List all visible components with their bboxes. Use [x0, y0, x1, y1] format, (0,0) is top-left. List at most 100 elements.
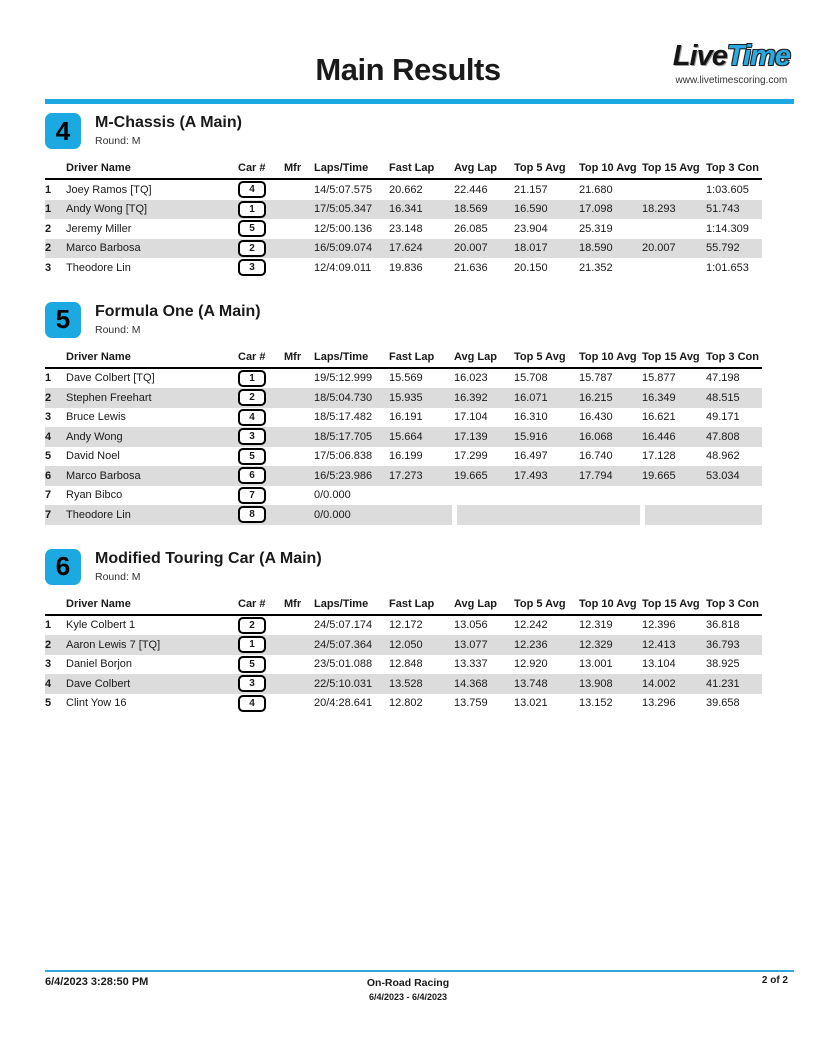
position-cell: 4: [45, 430, 52, 443]
section-number-badge: 4: [45, 113, 81, 149]
position-cell: 7: [45, 489, 52, 502]
car-number-chip: 4: [238, 694, 266, 712]
avg-lap-cell: 19.665: [454, 469, 488, 482]
livetime-logo-text: LiveTime: [673, 42, 791, 71]
driver-name-cell: Bruce Lewis: [66, 411, 126, 424]
column-header: Laps/Time: [314, 162, 389, 180]
column-header: Laps/Time: [314, 597, 389, 616]
position-cell: 7: [45, 508, 52, 521]
car-number-cell: 1: [238, 200, 284, 220]
table-header-row: Driver Name Car # Mfr Laps/Time Fast Lap Avg …: [45, 597, 762, 616]
section-titles: Modified Touring Car (A Main) Round: M: [95, 549, 322, 585]
mfr-cell: [284, 258, 314, 278]
car-number-chip: 3: [238, 259, 266, 277]
top15-avg-cell: 16.621: [642, 411, 676, 424]
car-number-cell: 4: [238, 179, 284, 200]
car-number-cell: 2: [238, 239, 284, 259]
fast-lap-cell: 12.802: [389, 697, 423, 710]
avg-lap-cell: [451, 505, 514, 525]
driver-name-cell: Jeremy Miller: [66, 222, 132, 235]
table-row: 4 Dave Colbert 3 22/5:10.031 13.528 14.368 13.…: [45, 674, 762, 694]
car-number-cell: 2: [238, 615, 284, 636]
mfr-cell: [284, 635, 314, 655]
column-header-position: [45, 162, 66, 180]
car-number-cell: 1: [238, 635, 284, 655]
top3-con-cell: 1:01.653: [706, 261, 749, 274]
car-number-chip: 1: [238, 369, 266, 387]
top3-con-cell: 55.792: [706, 242, 740, 255]
driver-name-cell: Ryan Bibco: [66, 489, 123, 502]
laps-time-cell: 24/5:07.174: [314, 619, 373, 632]
top10-avg-cell: 12.319: [579, 619, 613, 632]
avg-lap-cell: 14.368: [454, 677, 488, 690]
position-cell: 3: [45, 261, 52, 274]
fast-lap-cell: 19.836: [389, 261, 423, 274]
section-round: Round: M: [95, 323, 141, 336]
column-header: Car #: [238, 597, 284, 616]
fast-lap-cell: 12.848: [389, 658, 423, 671]
table-row: 5 David Noel 5 17/5:06.838 16.199 17.299 16.49…: [45, 447, 762, 467]
car-number-chip: 4: [238, 181, 266, 199]
table-row: 5 Clint Yow 16 4 20/4:28.641 12.802 13.759 13.…: [45, 694, 762, 714]
section-title: M-Chassis (A Main): [95, 114, 242, 131]
avg-lap-cell: 16.023: [454, 372, 488, 385]
column-header: Top 15 Avg: [642, 350, 706, 369]
laps-time-cell: 17/5:06.838: [314, 450, 373, 463]
column-header: Top 3 Con: [706, 350, 762, 369]
top15-avg-cell: 13.104: [642, 658, 676, 671]
top3-con-cell: 48.515: [706, 391, 740, 404]
top10-avg-cell: 18.590: [579, 242, 613, 255]
table-row: 1 Andy Wong [TQ] 1 17/5:05.347 16.341 18.569 1…: [45, 199, 762, 220]
driver-name-cell: Stephen Freehart: [66, 391, 152, 404]
results-table: Driver Name Car # Mfr Laps/Time Fast Lap Avg …: [45, 597, 762, 714]
top3-con-cell: [706, 505, 762, 525]
section-header: 4 M-Chassis (A Main) Round: M: [45, 113, 762, 149]
fast-lap-cell: 20.662: [389, 183, 423, 196]
laps-time-cell: 18/5:04.730: [314, 391, 373, 404]
top10-avg-cell: 21.352: [579, 261, 613, 274]
position-cell: 2: [45, 391, 52, 404]
top5-avg-cell: 15.916: [514, 430, 548, 443]
fast-lap-cell: 16.199: [389, 450, 423, 463]
livetime-logo: LiveTime www.livetimescoring.com: [673, 42, 791, 87]
race-section: 6 Modified Touring Car (A Main) Round: M Dr…: [45, 548, 762, 714]
table-row: 2 Aaron Lewis 7 [TQ] 1 24/5:07.364 12.050 13.…: [45, 635, 762, 655]
car-number-chip: 3: [238, 428, 266, 446]
top15-avg-cell: [639, 505, 706, 525]
driver-name-cell: Andy Wong: [66, 430, 123, 443]
top10-avg-cell: 13.152: [579, 697, 613, 710]
section-titles: Formula One (A Main) Round: M: [95, 302, 261, 338]
position-cell: 2: [45, 242, 52, 255]
column-header: Top 15 Avg: [642, 162, 706, 180]
top15-avg-cell: 18.293: [642, 203, 676, 216]
mfr-cell: [284, 615, 314, 636]
section-title: Modified Touring Car (A Main): [95, 549, 322, 567]
position-cell: 3: [45, 658, 52, 671]
driver-name-cell: Theodore Lin: [66, 261, 131, 274]
column-header: Top 5 Avg: [514, 597, 579, 616]
driver-name-cell: Dave Colbert [TQ]: [66, 372, 155, 385]
top3-con-cell: 39.658: [706, 697, 740, 710]
top3-con-cell: 48.962: [706, 450, 740, 463]
table-row: 1 Dave Colbert [TQ] 1 19/5:12.999 15.569 16.0…: [45, 368, 762, 389]
top10-avg-cell: 15.787: [579, 372, 613, 385]
position-cell: 1: [45, 619, 52, 632]
top10-avg-cell: [579, 505, 642, 525]
top3-con-cell: 51.743: [706, 203, 740, 216]
top5-avg-cell: 16.071: [514, 391, 548, 404]
car-number-chip: 7: [238, 486, 266, 504]
fast-lap-cell: 12.172: [389, 619, 423, 632]
avg-lap-cell: 17.139: [454, 430, 488, 443]
car-number-chip: 6: [238, 467, 266, 485]
car-number-cell: 3: [238, 427, 284, 447]
column-header: Mfr: [284, 162, 314, 180]
column-header: Top 10 Avg: [579, 597, 642, 616]
mfr-cell: [284, 655, 314, 675]
column-header: Mfr: [284, 597, 314, 616]
column-header: Top 10 Avg: [579, 162, 642, 180]
top10-avg-cell: [579, 486, 642, 506]
car-number-cell: 2: [238, 388, 284, 408]
top15-avg-cell: [642, 219, 706, 239]
top5-avg-cell: 16.590: [514, 203, 548, 216]
